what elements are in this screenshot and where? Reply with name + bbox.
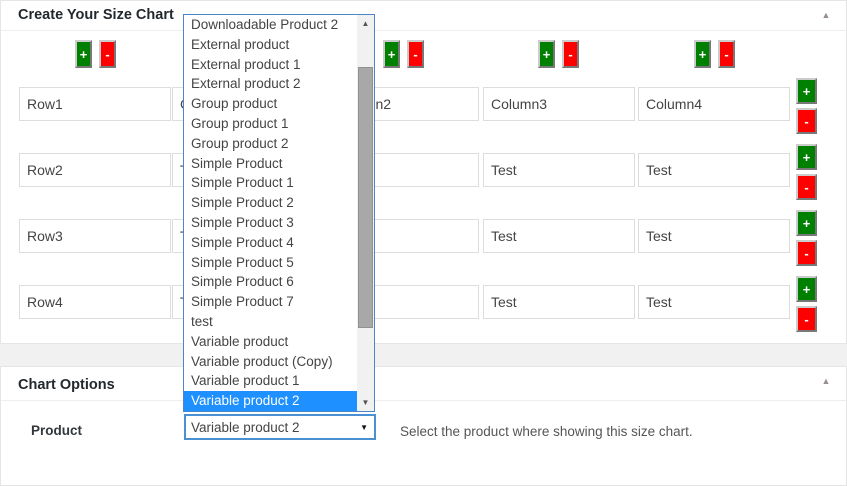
grid-cell-input[interactable]	[483, 285, 635, 319]
scrollbar-track[interactable]	[357, 32, 374, 394]
select-arrow-icon: ▼	[360, 422, 368, 432]
dropdown-option[interactable]: Group product 1	[191, 115, 289, 131]
grid-cell-input[interactable]	[483, 153, 635, 187]
grid-cell-input[interactable]	[638, 285, 790, 319]
dropdown-option[interactable]: External product	[191, 36, 290, 52]
dropdown-option[interactable]: Simple Product 3	[191, 214, 294, 230]
remove-row-button[interactable]: -	[796, 108, 817, 134]
row-buttons: + -	[796, 78, 817, 134]
product-select-value: Variable product 2	[191, 419, 300, 435]
dropdown-option[interactable]: Group product	[191, 96, 278, 112]
size-chart-panel: Create Your Size Chart ▲ + - + - + - + -…	[0, 0, 847, 344]
scrollbar-down-icon[interactable]: ▼	[361, 398, 370, 407]
grid-cell-input[interactable]	[638, 219, 790, 253]
remove-column-button[interactable]: -	[407, 40, 424, 68]
remove-row-button[interactable]: -	[796, 174, 817, 200]
collapse-icon[interactable]: ▲	[821, 10, 831, 20]
scrollbar-up-icon[interactable]: ▲	[361, 19, 370, 28]
row-name-input[interactable]	[19, 219, 171, 253]
dropdown-option[interactable]: Simple Product 6	[191, 274, 294, 290]
grid-cell-input[interactable]	[638, 153, 790, 187]
dropdown-option[interactable]: Simple Product	[191, 155, 283, 171]
column-buttons: + -	[538, 40, 579, 68]
product-select[interactable]: Variable product 2 ▼	[184, 414, 376, 440]
remove-row-button[interactable]: -	[796, 306, 817, 332]
add-row-button[interactable]: +	[796, 78, 817, 104]
chart-options-panel-title: Chart Options	[18, 377, 115, 393]
row-name-input[interactable]	[19, 285, 171, 319]
add-row-button[interactable]: +	[796, 144, 817, 170]
column-buttons: + -	[694, 40, 735, 68]
dropdown-option[interactable]: Simple Product 7	[191, 294, 294, 310]
dropdown-options: Downloadable Product 2 External product …	[184, 15, 357, 411]
column-header-input[interactable]	[638, 87, 790, 121]
row-buttons: + -	[796, 210, 817, 266]
dropdown-option[interactable]: External product 2	[191, 76, 301, 92]
dropdown-scrollbar: ▲ ▼	[357, 15, 374, 411]
dropdown-option[interactable]: Simple Product 2	[191, 195, 294, 211]
dropdown-option[interactable]: Simple Product 4	[191, 234, 294, 250]
dropdown-option[interactable]: Downloadable Product 2	[191, 17, 339, 32]
remove-column-button[interactable]: -	[99, 40, 116, 68]
remove-column-button[interactable]: -	[718, 40, 735, 68]
product-label: Product	[31, 423, 83, 438]
column-buttons: + -	[75, 40, 116, 68]
dropdown-option-selected[interactable]: Variable product 2	[184, 391, 357, 411]
chart-options-panel: Chart Options ▲ Product Variable product…	[0, 366, 847, 486]
remove-column-button[interactable]: -	[562, 40, 579, 68]
collapse-icon[interactable]: ▲	[821, 376, 831, 386]
add-row-button[interactable]: +	[796, 276, 817, 302]
row-buttons: + -	[796, 276, 817, 332]
add-row-button[interactable]: +	[796, 210, 817, 236]
grid-cell-input[interactable]	[483, 219, 635, 253]
dropdown-option[interactable]: External product 1	[191, 56, 301, 72]
remove-row-button[interactable]: -	[796, 240, 817, 266]
size-chart-panel-header: Create Your Size Chart ▲	[1, 1, 846, 31]
row-name-input[interactable]	[19, 87, 171, 121]
column-header-input[interactable]	[483, 87, 635, 121]
add-column-button[interactable]: +	[75, 40, 92, 68]
size-chart-panel-title: Create Your Size Chart	[18, 7, 174, 23]
row-buttons: + -	[796, 144, 817, 200]
dropdown-option[interactable]: Group product 2	[191, 135, 289, 151]
scrollbar-thumb[interactable]	[358, 67, 373, 328]
row-name-input[interactable]	[19, 153, 171, 187]
dropdown-option[interactable]: Simple Product 1	[191, 175, 294, 191]
chart-options-panel-header: Chart Options ▲	[1, 367, 846, 401]
product-dropdown-list: Downloadable Product 2 External product …	[183, 14, 375, 412]
dropdown-option[interactable]: Variable product (Copy)	[191, 353, 333, 369]
column-buttons: + -	[383, 40, 424, 68]
dropdown-option[interactable]: Variable product 1	[191, 373, 300, 389]
dropdown-option[interactable]: Variable product	[191, 333, 289, 349]
dropdown-option[interactable]: Simple Product 5	[191, 254, 294, 270]
add-column-button[interactable]: +	[694, 40, 711, 68]
add-column-button[interactable]: +	[538, 40, 555, 68]
add-column-button[interactable]: +	[383, 40, 400, 68]
product-help-text: Select the product where showing this si…	[400, 424, 693, 439]
dropdown-option[interactable]: test	[191, 313, 213, 329]
